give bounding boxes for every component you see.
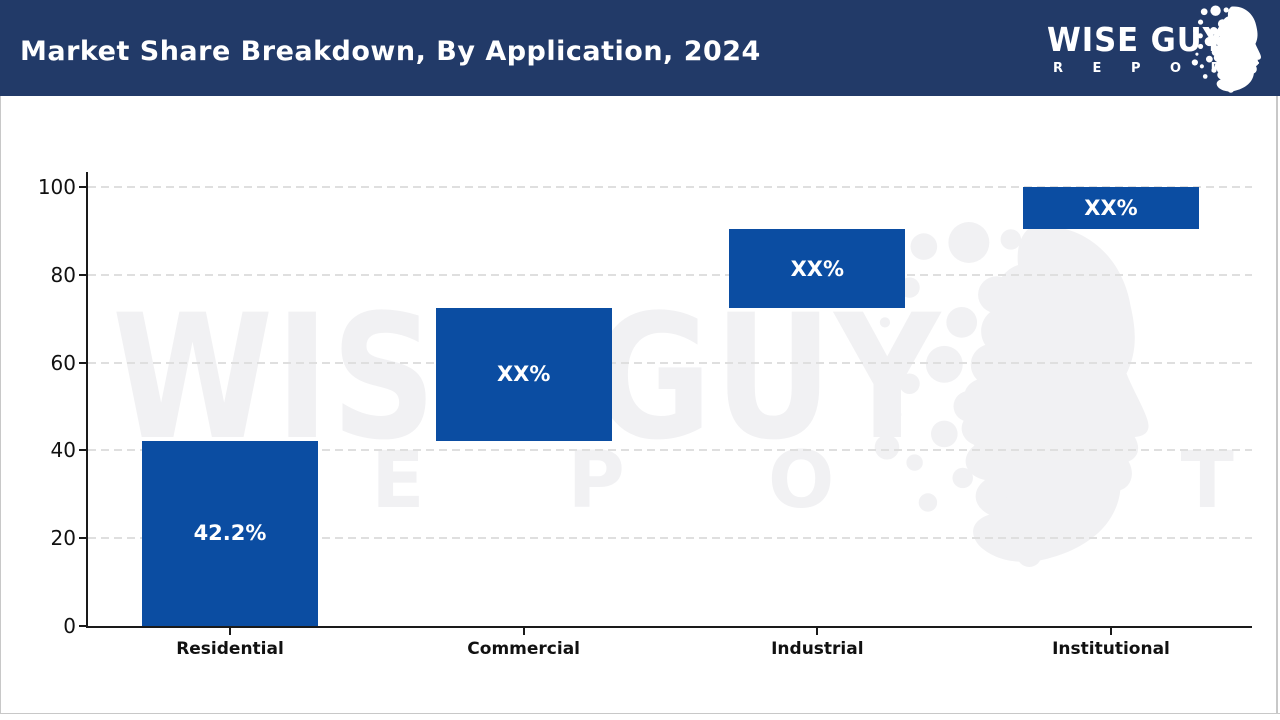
- y-tick-mark-80: [79, 273, 88, 276]
- y-tick-mark-40: [79, 449, 88, 452]
- logo-wordmark: WISE GUY: [1047, 20, 1226, 59]
- gridline-60: [88, 361, 1252, 364]
- y-tick-label-80: 80: [50, 262, 76, 287]
- chart-title: Market Share Breakdown, By Application, …: [20, 36, 761, 67]
- x-tick-label-3: Institutional: [1052, 639, 1170, 659]
- y-tick-mark-60: [79, 361, 88, 364]
- header-bar: Market Share Breakdown, By Application, …: [0, 0, 1280, 96]
- x-tick-mark-1: [522, 628, 525, 635]
- x-tick-label-0: Residential: [176, 639, 284, 659]
- gridline-20: [88, 537, 1252, 540]
- y-tick-label-60: 60: [50, 350, 76, 375]
- x-tick-mark-0: [229, 628, 231, 635]
- bar-value-label: XX%: [790, 256, 845, 281]
- x-tick-mark-2: [816, 628, 819, 635]
- bar-commercial: XX%: [435, 308, 612, 441]
- y-tick-mark-20: [79, 537, 88, 540]
- x-tick-label-2: Industrial: [771, 639, 864, 659]
- wise-guy-reports-logo: WISE GUY R E P O R T S: [1000, 0, 1280, 96]
- y-tick-label-100: 100: [37, 175, 76, 199]
- gridline-40: [88, 449, 1252, 452]
- y-tick-label-40: 40: [50, 438, 76, 463]
- bar-institutional: XX%: [1023, 187, 1199, 230]
- card-border-bottom: [0, 713, 1280, 714]
- bar-value-label: XX%: [1084, 196, 1138, 221]
- logo-head-icon: [1183, 5, 1273, 93]
- y-tick-mark-100: [79, 186, 88, 188]
- bar-value-label: 42.2%: [193, 521, 267, 546]
- bar-industrial: XX%: [729, 229, 906, 309]
- y-axis-spine: [86, 172, 88, 628]
- gridline-100: [88, 186, 1252, 188]
- y-tick-label-20: 20: [50, 526, 76, 551]
- y-tick-label-0: 0: [63, 614, 76, 638]
- x-axis-spine: [86, 626, 1252, 628]
- y-tick-mark-0: [79, 625, 88, 627]
- bar-residential: 42.2%: [142, 440, 318, 626]
- gridline-80: [88, 273, 1252, 276]
- card-border-right: [1276, 96, 1278, 713]
- bar-value-label: XX%: [496, 362, 551, 387]
- x-tick-label-1: Commercial: [467, 639, 580, 659]
- watermark-head-icon: [862, 220, 1174, 568]
- card-border-left: [0, 96, 1, 713]
- x-tick-mark-3: [1110, 628, 1112, 635]
